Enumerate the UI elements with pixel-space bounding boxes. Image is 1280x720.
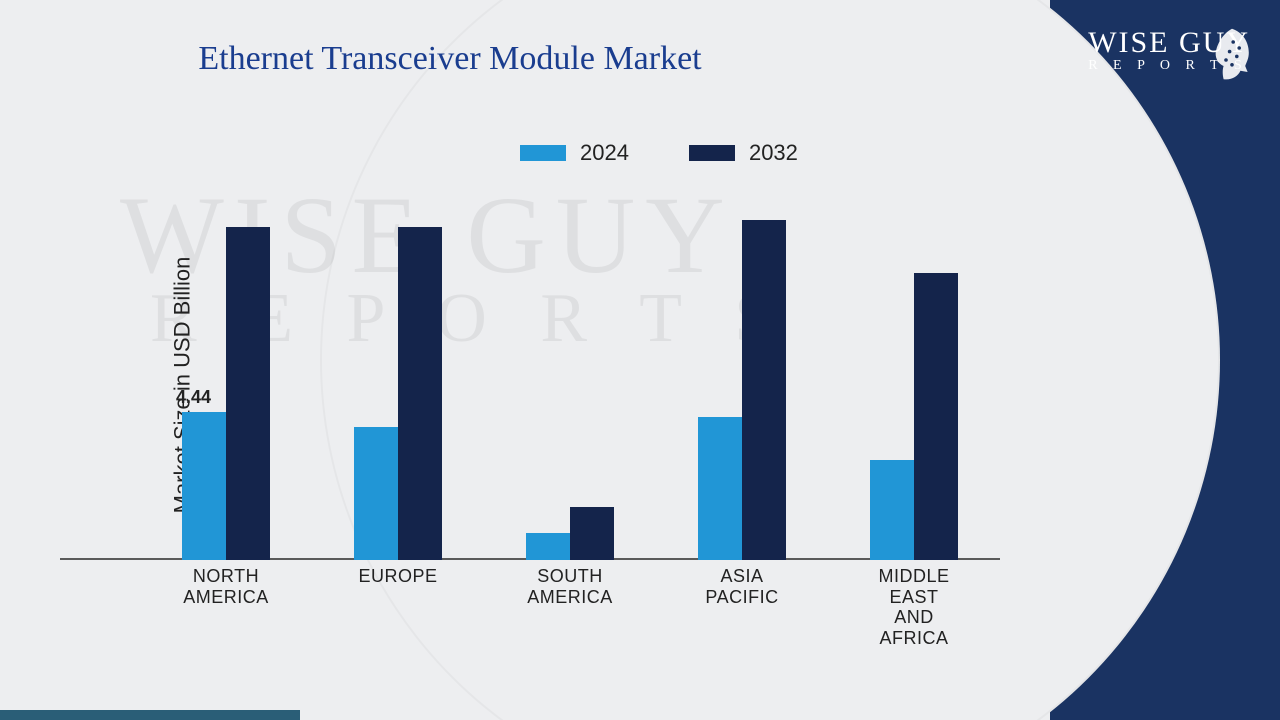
brand-logo: WISE GUY R E P O R T S	[1088, 26, 1250, 74]
bar-group: SOUTHAMERICA	[490, 160, 650, 620]
bar-pair	[490, 160, 650, 560]
legend-swatch-a	[520, 145, 566, 161]
legend: 2024 2032	[520, 140, 798, 166]
legend-swatch-b	[689, 145, 735, 161]
bar-series-b	[398, 227, 442, 560]
bar-pair	[318, 160, 478, 560]
bottom-accent-bar	[0, 710, 300, 720]
bar-group: MIDDLEEASTANDAFRICA	[834, 160, 994, 620]
legend-item-b: 2032	[689, 140, 798, 166]
legend-item-a: 2024	[520, 140, 629, 166]
bar-group: 4.44 NORTHAMERICA	[146, 160, 306, 620]
brand-head-icon	[1196, 24, 1256, 84]
category-label: NORTHAMERICA	[183, 560, 269, 620]
legend-label-a: 2024	[580, 140, 629, 166]
bar-series-a	[354, 427, 398, 560]
category-label: SOUTHAMERICA	[527, 560, 613, 620]
bar-group: ASIAPACIFIC	[662, 160, 822, 620]
bar-pair: 4.44	[146, 160, 306, 560]
bar-series-a	[698, 417, 742, 560]
bar-series-b	[570, 507, 614, 560]
chart-title: Ethernet Transceiver Module Market	[0, 40, 900, 78]
category-label: EUROPE	[358, 560, 437, 620]
bar-series-b	[226, 227, 270, 560]
bar-group: EUROPE	[318, 160, 478, 620]
bar-series-a	[182, 412, 226, 560]
bar-pair	[662, 160, 822, 560]
bar-series-b	[914, 273, 958, 560]
chart: Market Size in USD Billion 4.44NORTHAMER…	[60, 150, 1000, 620]
bar-pair	[834, 160, 994, 560]
bar-series-a	[526, 533, 570, 560]
legend-label-b: 2032	[749, 140, 798, 166]
category-label: ASIAPACIFIC	[705, 560, 778, 620]
category-label: MIDDLEEASTANDAFRICA	[878, 560, 949, 620]
bar-groups: 4.44 NORTHAMERICA EUROPE SOUTHAMERICA ASIAPA…	[140, 160, 1000, 620]
bar-series-b	[742, 220, 786, 560]
value-label: 4.44	[176, 387, 211, 408]
bar-series-a	[870, 460, 914, 560]
